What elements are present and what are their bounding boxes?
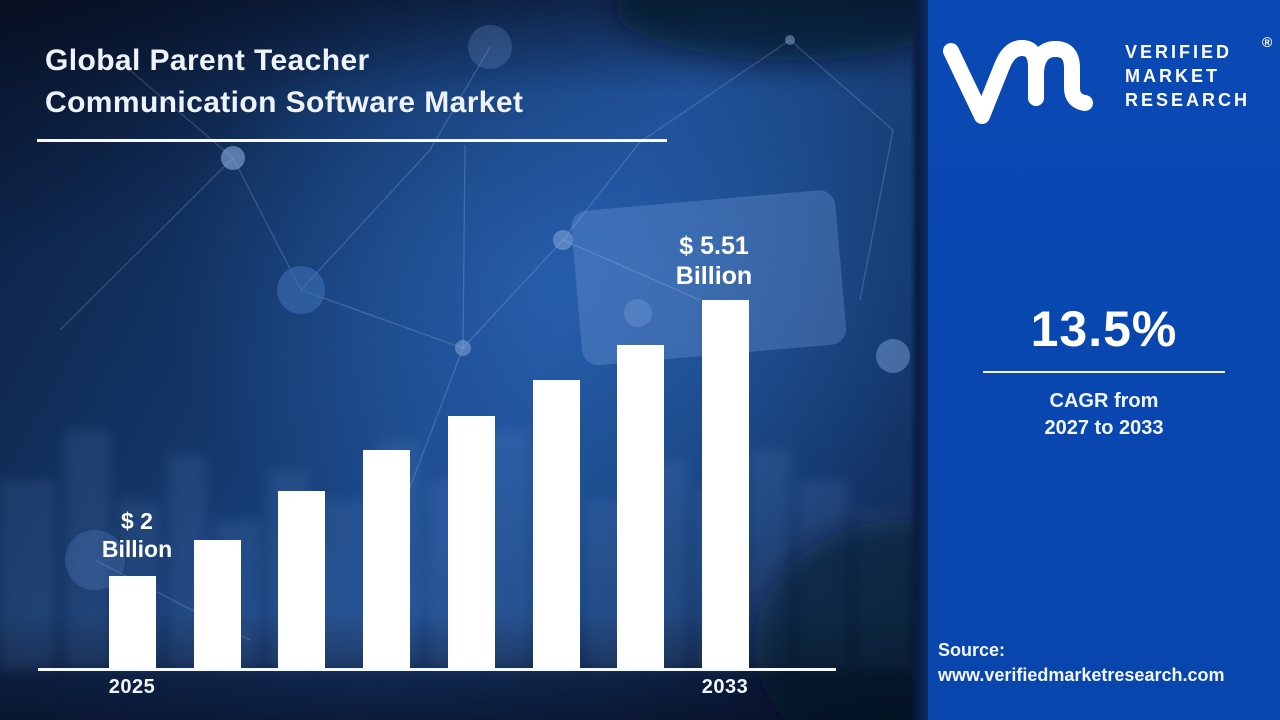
page-title-line1: Global Parent Teacher xyxy=(45,44,370,77)
cagr-caption-line1: CAGR from xyxy=(1049,390,1159,412)
logo-word-research: RESEARCH xyxy=(1125,90,1251,110)
tablet-silhouette xyxy=(571,190,847,366)
title-underline xyxy=(37,139,667,142)
vmr-logo-icon xyxy=(943,40,1093,124)
x-axis-line xyxy=(38,668,836,671)
bar-year-4 xyxy=(363,450,411,669)
info-panel: VERIFIED MARKET RESEARCH ® 13.5% CAGR fr… xyxy=(928,0,1280,720)
vmr-logo-text: VERIFIED MARKET RESEARCH xyxy=(1125,40,1250,112)
bar-year-2 xyxy=(193,539,241,669)
bar-year-6 xyxy=(532,380,580,669)
logo-word-market: MARKET xyxy=(1125,66,1220,86)
registered-trademark-icon: ® xyxy=(1262,34,1273,50)
bar-chart xyxy=(38,299,836,671)
chart-section: Global Parent Teacher Communication Soft… xyxy=(0,0,928,720)
stat-underline xyxy=(983,371,1225,373)
end-value-amount: $ 5.51 xyxy=(679,232,749,260)
network-lines xyxy=(59,39,894,641)
end-value-unit: Billion xyxy=(675,262,753,290)
cagr-stat: 13.5% CAGR from 2027 to 2033 xyxy=(928,300,1280,442)
bar-year-5 xyxy=(447,415,495,669)
cagr-value: 13.5% xyxy=(1030,301,1178,357)
network-nodes xyxy=(65,25,910,590)
source-url: www.verifiedmarketresearch.com xyxy=(938,665,1225,685)
bar-year-3 xyxy=(278,491,326,669)
end-value-label: $ 5.51 Billion xyxy=(676,231,752,291)
page-title: Global Parent Teacher Communication Soft… xyxy=(45,40,523,124)
vmr-logo: VERIFIED MARKET RESEARCH ® xyxy=(940,30,1280,130)
start-value-label: $ 2 Billion xyxy=(102,507,172,563)
source-label: Source: xyxy=(938,640,1006,660)
cagr-caption: CAGR from 2027 to 2033 xyxy=(928,388,1280,442)
logo-word-verified: VERIFIED xyxy=(1125,42,1233,62)
x-axis-label-2025: 2025 xyxy=(108,676,156,698)
start-value-unit: Billion xyxy=(101,536,173,562)
x-axis-label-2033: 2033 xyxy=(701,676,749,698)
bar-2025 xyxy=(109,576,156,669)
source-info: Source: www.verifiedmarketresearch.com xyxy=(938,638,1224,688)
page-title-line2: Communication Software Market xyxy=(45,86,524,119)
cagr-caption-line2: 2027 to 2033 xyxy=(1044,417,1164,439)
bar-year-7 xyxy=(617,345,665,669)
dark-blob-top xyxy=(615,0,928,60)
section-divider xyxy=(910,0,928,720)
bar-2033 xyxy=(701,300,749,669)
start-value-amount: $ 2 xyxy=(121,508,153,534)
